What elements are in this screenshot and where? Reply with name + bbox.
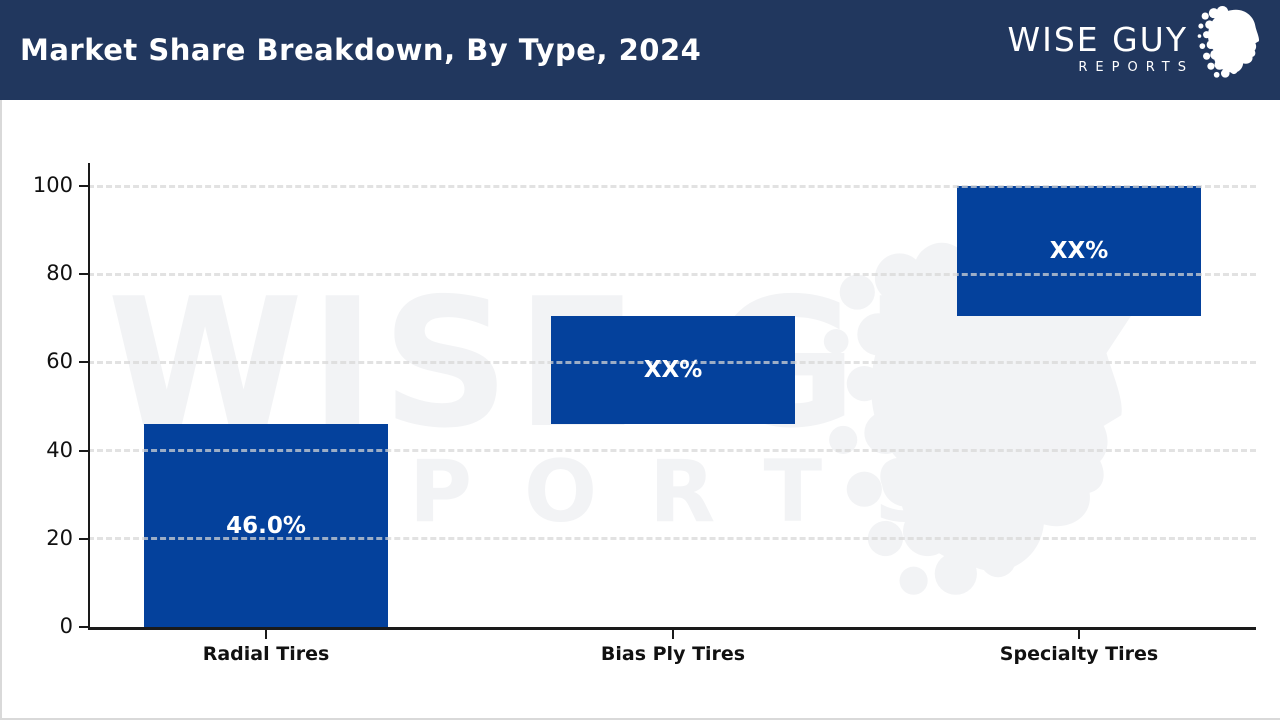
y-tick-label: 40 xyxy=(46,437,73,462)
bar-value-label: 46.0% xyxy=(226,512,306,539)
bar-value-label: XX% xyxy=(643,357,703,384)
y-axis-tick xyxy=(79,273,88,276)
y-axis-tick xyxy=(79,449,88,452)
y-tick-label: 0 xyxy=(59,614,73,638)
y-tick-label: 60 xyxy=(46,349,73,374)
x-tick-label: Radial Tires xyxy=(202,643,330,665)
report-header: Market Share Breakdown, By Type, 2024 WI… xyxy=(0,0,1280,100)
y-axis-spine xyxy=(88,163,90,630)
gridline xyxy=(88,360,1256,364)
wiseguy-logo-text: WISE GUY REPORTS xyxy=(1007,22,1188,76)
gridline xyxy=(88,449,1256,453)
bar xyxy=(144,424,388,627)
y-axis-tick xyxy=(79,537,88,540)
dotted-head-profile-icon xyxy=(1197,6,1260,78)
y-axis-tick xyxy=(79,185,88,187)
gridline xyxy=(88,184,1256,188)
x-axis-tick xyxy=(672,630,674,639)
x-axis-spine xyxy=(88,627,1256,630)
y-tick-label: 20 xyxy=(46,525,73,550)
x-tick-label: Specialty Tires xyxy=(999,643,1159,665)
x-axis-tick xyxy=(1078,630,1080,639)
x-tick-label: Bias Ply Tires xyxy=(600,643,746,665)
y-axis-tick xyxy=(79,626,88,628)
y-tick-label: 80 xyxy=(46,261,73,286)
y-tick-label: 100 xyxy=(32,173,73,197)
page-title: Market Share Breakdown, By Type, 2024 xyxy=(20,33,702,67)
logo-wordmark: WISE GUY xyxy=(1007,20,1188,59)
y-axis-tick xyxy=(79,361,88,364)
bar xyxy=(957,186,1201,317)
logo-subtitle: REPORTS xyxy=(1078,60,1194,75)
gridline xyxy=(88,272,1256,276)
bar-value-label: XX% xyxy=(1049,238,1109,265)
bar xyxy=(551,316,795,425)
chart-canvas: WISE GUY REPORTS 02040608010046.0%XX%XX%… xyxy=(0,100,1280,720)
x-axis-tick xyxy=(265,630,267,639)
wiseguy-logo: WISE GUY REPORTS xyxy=(1007,6,1268,92)
gridline xyxy=(88,537,1256,541)
